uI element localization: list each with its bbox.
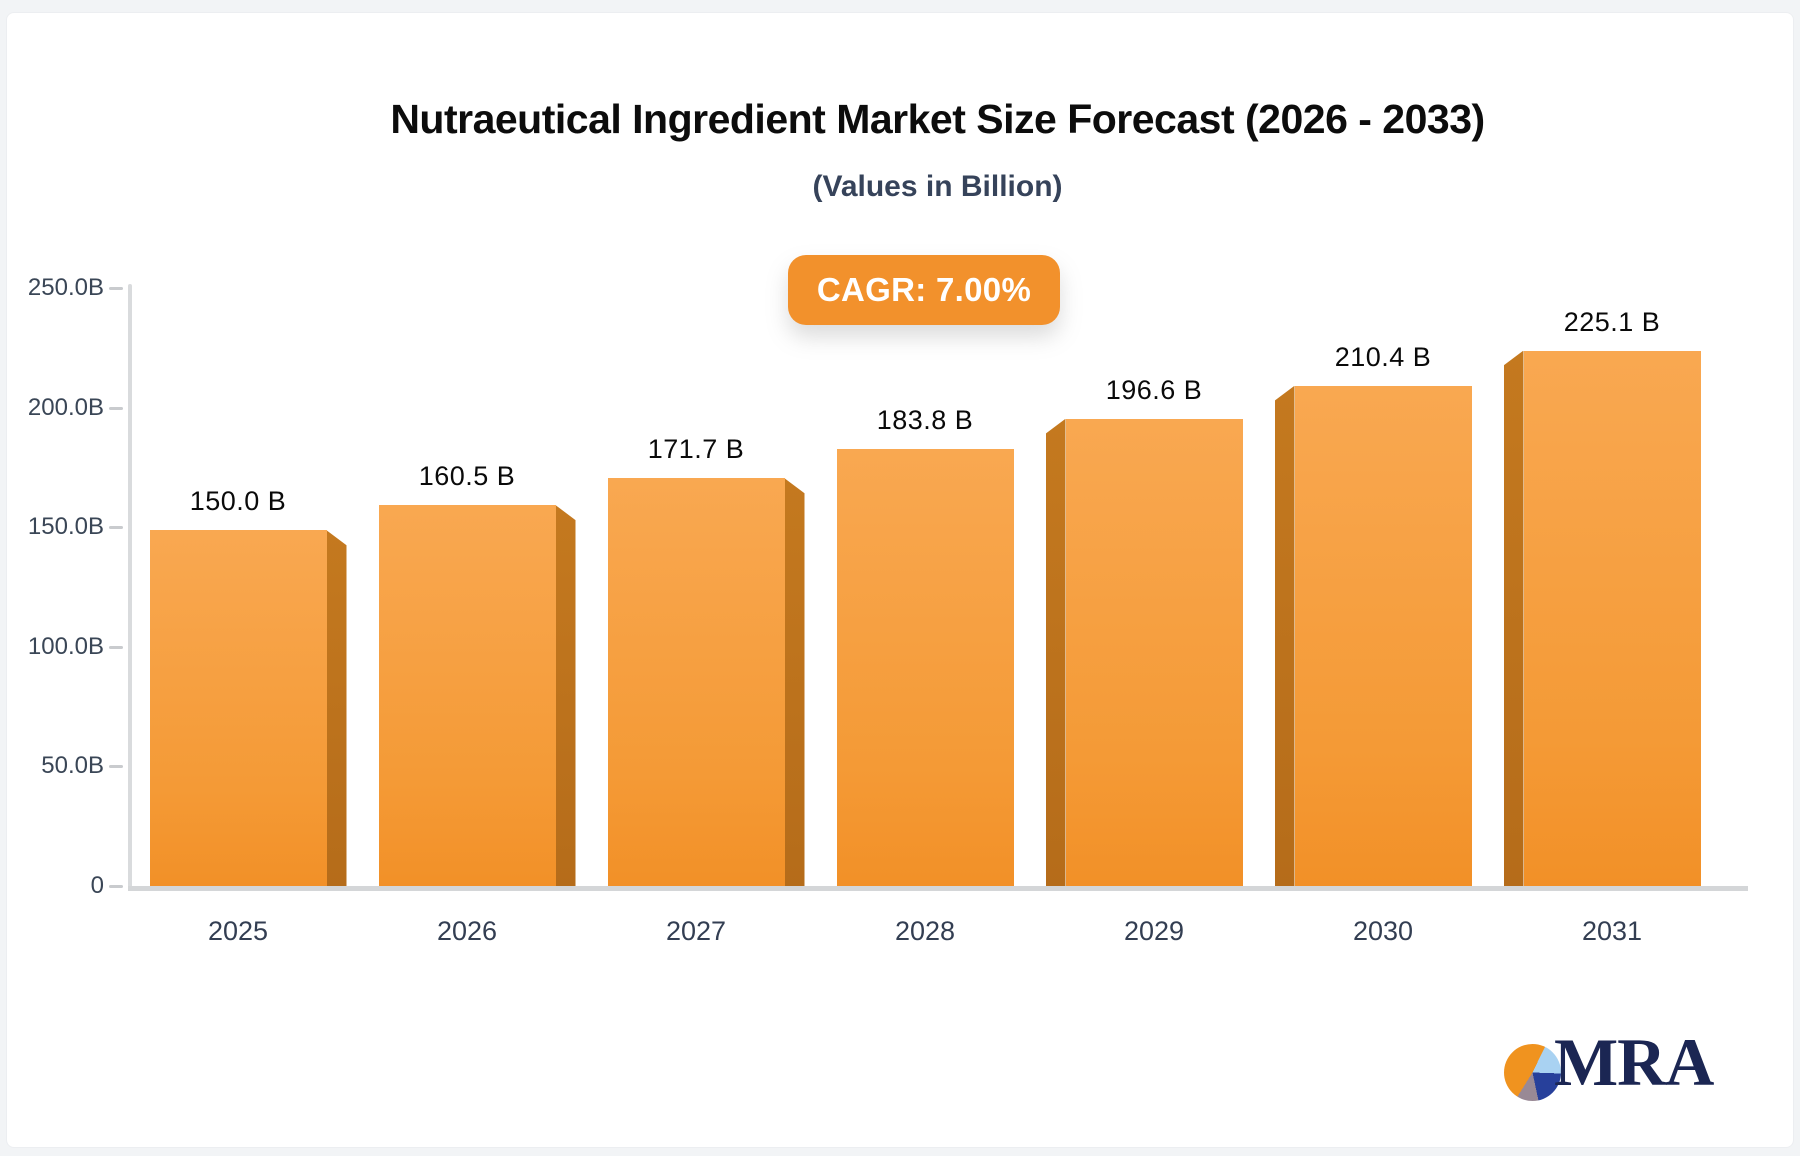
bar-front-face-2025 [149,530,327,889]
bar-front-face-2028 [836,449,1014,889]
bar-value-label-2028: 183.8 B [876,405,974,436]
y-axis-tick-label: 150.0B [27,513,104,541]
x-axis-label-2031: 2031 [1581,916,1643,946]
cagr-badge: CAGR: 7.00% [788,255,1060,325]
bar-front-face-2030 [1294,385,1472,889]
y-axis-tick-mark [109,645,123,649]
x-axis-baseline [128,886,1748,891]
x-axis-label-2025: 2025 [207,916,269,946]
y-axis-tick-label: 50.0B [41,752,104,780]
bar-value-label-2031: 225.1 B [1563,306,1661,337]
bar-front-face-2026 [378,505,556,889]
y-axis-tick-label: 200.0B [27,393,104,421]
bar-value-label-2030: 210.4 B [1334,341,1432,372]
pie-chart-logo-icon [1504,1044,1561,1101]
x-axis-label-2026: 2026 [436,916,498,946]
bar-side-face-2026 [555,505,576,889]
x-axis-label-2030: 2030 [1352,916,1414,946]
bar-value-label-2029: 196.6 B [1105,374,1203,405]
y-axis-tick-mark [109,406,123,410]
y-axis-tick-label: 0 [90,872,104,899]
y-axis-tick-label: 250.0B [27,274,104,301]
bar-front-face-2031 [1523,350,1701,889]
bar-side-face-2029 [1045,418,1066,889]
y-axis-tick-mark [109,765,123,769]
bar-side-face-2025 [326,530,347,889]
y-axis-line [128,284,132,890]
x-axis-label-2027: 2027 [665,916,727,946]
x-axis-label-2028: 2028 [894,916,956,946]
bar-front-face-2027 [607,478,785,889]
bar-side-face-2031 [1503,350,1524,889]
bar-value-label-2027: 171.7 B [647,434,745,465]
bar-value-label-2025: 150.0 B [189,486,287,517]
y-axis-tick-label: 100.0B [27,632,104,660]
bar-side-face-2030 [1274,385,1295,889]
bar-side-face-2027 [784,478,805,889]
chart-title: Nutraeutical Ingredient Market Size Fore… [390,96,1485,142]
chart-subtitle: (Values in Billion) [812,170,1063,203]
y-axis-tick-mark [109,526,123,530]
cagr-badge-label: CAGR: 7.00% [816,271,1032,308]
bar-value-label-2026: 160.5 B [418,461,516,492]
logo-text: MRA [1554,1024,1714,1100]
y-axis-tick-mark [109,287,123,290]
x-axis-label-2029: 2029 [1123,916,1185,946]
mra-logo: MRA [1504,1028,1754,1108]
y-axis-tick-mark [109,885,123,888]
bar-front-face-2029 [1065,418,1243,889]
